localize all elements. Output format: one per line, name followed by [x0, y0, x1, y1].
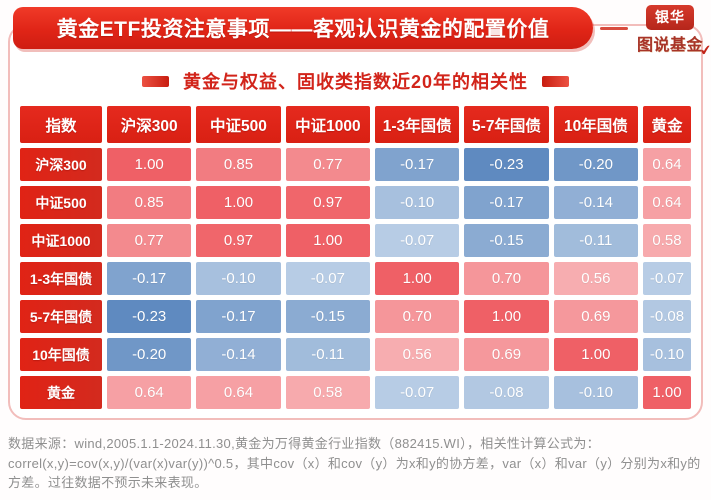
matrix-cell: -0.15 — [285, 300, 370, 333]
matrix-cell: 0.64 — [643, 148, 691, 181]
row-header: 中证1000 — [20, 224, 102, 257]
row-header: 1-3年国债 — [20, 262, 102, 295]
matrix-cell: -0.14 — [196, 338, 281, 371]
page-title: 黄金ETF投资注意事项——客观认识黄金的配置价值 — [56, 18, 550, 41]
brand-name-text: 图说基金 — [636, 37, 703, 54]
brand-logo: 银华 图说基金 ✔ — [635, 5, 711, 59]
matrix-cell: -0.17 — [375, 148, 460, 181]
subtitle-row: 黄金与权益、固收类指数近20年的相关性 — [10, 68, 701, 94]
matrix-cell: -0.07 — [285, 262, 370, 295]
row-header: 沪深300 — [20, 148, 102, 181]
matrix-cell: -0.20 — [107, 338, 192, 371]
matrix-cell: -0.07 — [375, 376, 460, 409]
matrix-cell: 0.64 — [643, 186, 691, 219]
data-source-note: 数据来源：wind,2005.1.1-2024.11.30,黄金为万得黄金行业指… — [8, 436, 701, 490]
matrix-cell: 0.70 — [464, 262, 549, 295]
matrix-cell: 1.00 — [643, 376, 691, 409]
matrix-cell: 0.64 — [107, 376, 192, 409]
subtitle-marker-right-icon — [542, 75, 570, 87]
matrix-cell: -0.10 — [196, 262, 281, 295]
column-header: 黄金 — [643, 106, 691, 143]
matrix-cell: -0.23 — [464, 148, 549, 181]
matrix-cell: -0.10 — [375, 186, 460, 219]
column-header: 1-3年国债 — [375, 106, 460, 143]
matrix-cell: -0.08 — [643, 300, 691, 333]
matrix-cell: 1.00 — [285, 224, 370, 257]
matrix-cell: -0.17 — [464, 186, 549, 219]
matrix-cell: -0.08 — [464, 376, 549, 409]
matrix-cell: -0.23 — [107, 300, 192, 333]
matrix-cell: -0.20 — [553, 148, 638, 181]
matrix-cell: -0.11 — [553, 224, 638, 257]
column-header: 沪深300 — [107, 106, 192, 143]
checkmark-icon: ✔ — [698, 41, 711, 59]
content-card: 黄金与权益、固收类指数近20年的相关性 指数 沪深300 中证500 中证1000 1-… — [8, 24, 703, 420]
title-banner: 黄金ETF投资注意事项——客观认识黄金的配置价值 — [13, 7, 593, 49]
matrix-cell: 0.77 — [285, 148, 370, 181]
column-header: 5-7年国债 — [464, 106, 549, 143]
matrix-cell: 0.97 — [285, 186, 370, 219]
matrix-cell: 0.85 — [107, 186, 192, 219]
brand-badge: 银华 — [646, 5, 694, 30]
matrix-cell: 0.56 — [375, 338, 460, 371]
matrix-cell: -0.15 — [464, 224, 549, 257]
matrix-cell: -0.14 — [553, 186, 638, 219]
matrix-cell: 0.69 — [553, 300, 638, 333]
matrix-cell: 0.70 — [375, 300, 460, 333]
matrix-cell: -0.07 — [375, 224, 460, 257]
correlation-matrix-table: 指数 沪深300 中证500 中证1000 1-3年国债 5-7年国债 10年国债 黄金 沪深3… — [20, 106, 691, 409]
brand-name: 图说基金 ✔ — [635, 31, 711, 59]
matrix-cell: -0.07 — [643, 262, 691, 295]
matrix-cell: 0.85 — [196, 148, 281, 181]
matrix-cell: 1.00 — [196, 186, 281, 219]
row-header: 5-7年国债 — [20, 300, 102, 333]
matrix-cell: 0.56 — [553, 262, 638, 295]
matrix-cell: -0.17 — [196, 300, 281, 333]
matrix-cell: 0.58 — [643, 224, 691, 257]
banner-connector-line — [600, 27, 628, 30]
matrix-cell: 0.69 — [464, 338, 549, 371]
matrix-cell: 0.64 — [196, 376, 281, 409]
matrix-cell: -0.10 — [553, 376, 638, 409]
matrix-cell: 1.00 — [107, 148, 192, 181]
subtitle-text: 黄金与权益、固收类指数近20年的相关性 — [182, 72, 529, 92]
row-header: 中证500 — [20, 186, 102, 219]
row-header: 10年国债 — [20, 338, 102, 371]
column-header-index: 指数 — [20, 106, 102, 143]
matrix-cell: -0.17 — [107, 262, 192, 295]
column-header: 中证1000 — [285, 106, 370, 143]
matrix-cell: -0.10 — [643, 338, 691, 371]
matrix-cell: 0.97 — [196, 224, 281, 257]
matrix-cell: -0.11 — [285, 338, 370, 371]
matrix-cell: 0.77 — [107, 224, 192, 257]
matrix-cell: 1.00 — [375, 262, 460, 295]
column-header: 10年国债 — [553, 106, 638, 143]
column-header: 中证500 — [196, 106, 281, 143]
subtitle-marker-left-icon — [141, 75, 169, 87]
matrix-cell: 1.00 — [553, 338, 638, 371]
matrix-cell: 1.00 — [464, 300, 549, 333]
matrix-cell: 0.58 — [285, 376, 370, 409]
row-header: 黄金 — [20, 376, 102, 409]
